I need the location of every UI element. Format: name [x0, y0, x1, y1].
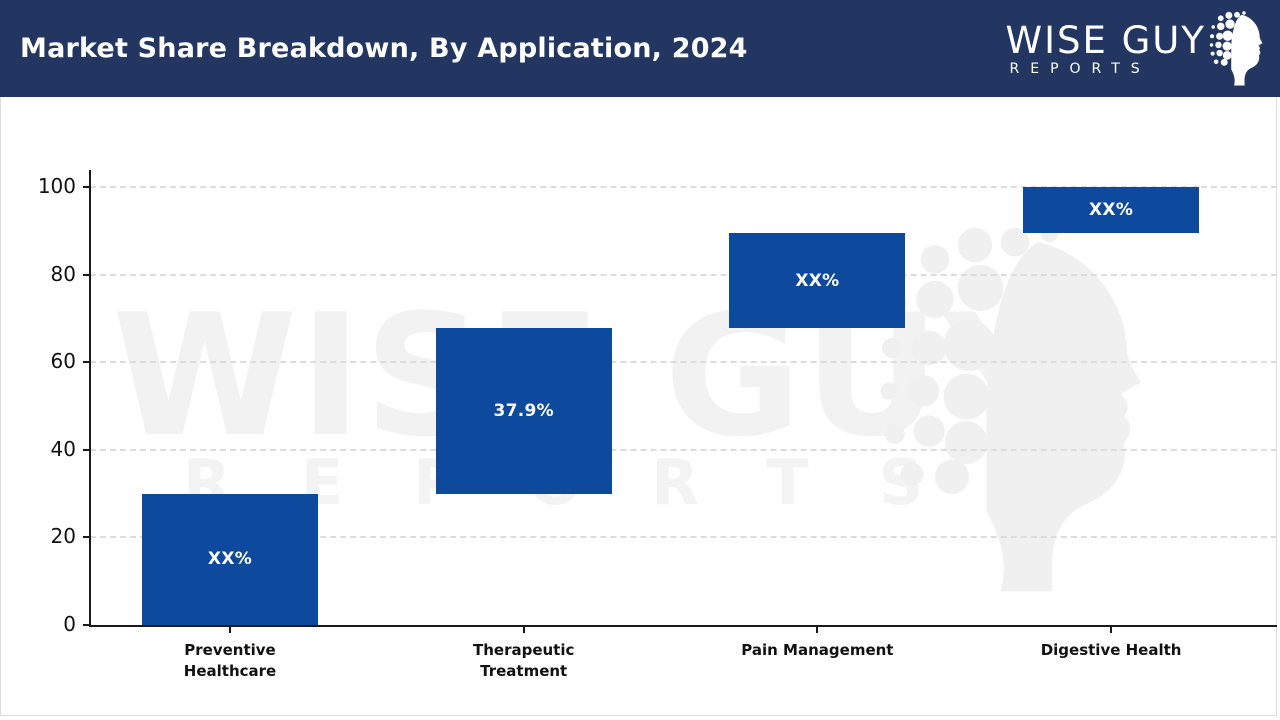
y-axis-tick: [83, 448, 90, 451]
y-axis-tick: [83, 273, 90, 276]
gridline: [90, 536, 1277, 539]
bar-segment: 37.9%: [435, 327, 612, 494]
x-axis-tick: [522, 627, 525, 633]
y-axis-tick-label: 20: [50, 524, 76, 549]
bar-value-label: XX%: [207, 549, 253, 570]
bar-segment: XX%: [729, 233, 906, 328]
watermark-head-icon: [880, 225, 1141, 592]
y-axis-tick-label: 0: [63, 612, 76, 636]
y-axis-tick: [83, 186, 90, 188]
category-label: Therapeutic Treatment: [379, 640, 669, 682]
x-axis-tick: [229, 627, 231, 633]
category-label-line: Treatment: [480, 662, 568, 680]
category-label: Pain Management: [672, 640, 962, 661]
y-axis-tick-label: 40: [50, 436, 76, 461]
category-label-line: Healthcare: [183, 662, 277, 680]
x-axis-line: [89, 625, 1277, 627]
y-axis-tick-label: 60: [50, 349, 76, 374]
brand-name: WISE GUY: [1005, 18, 1206, 62]
brand-logo: WISE GUY REPORTS: [1006, 10, 1280, 87]
gridline: [90, 186, 1277, 188]
category-label-line: Pain Management: [741, 641, 894, 659]
header-bar: Market Share Breakdown, By Application, …: [0, 0, 1280, 97]
category-label-line: Therapeutic: [472, 641, 575, 659]
y-axis-tick: [83, 361, 90, 364]
y-axis-tick: [83, 536, 90, 539]
brand-head-icon: [1209, 10, 1263, 86]
category-label: Digestive Health: [966, 640, 1256, 661]
y-axis-tick-label: 100: [37, 174, 76, 198]
y-axis-tick-label: 80: [50, 261, 76, 286]
page-title: Market Share Breakdown, By Application, …: [20, 33, 748, 64]
bar-value-label: 37.9%: [493, 400, 554, 421]
bar-value-label: XX%: [795, 270, 840, 291]
brand-subname: REPORTS: [1009, 60, 1151, 77]
x-axis-tick: [816, 627, 819, 633]
gridline: [90, 273, 1277, 276]
y-axis-tick: [83, 624, 90, 626]
bar-value-label: XX%: [1089, 200, 1134, 221]
gridline: [90, 448, 1277, 451]
bar-segment: XX%: [1023, 187, 1200, 234]
bar-segment: XX%: [142, 493, 318, 625]
x-axis-tick: [1110, 627, 1113, 633]
gridline: [90, 361, 1277, 364]
y-axis-line: [89, 170, 91, 627]
brand-logo-text: WISE GUY REPORTS: [1006, 22, 1206, 76]
category-label-line: Digestive Health: [1040, 641, 1182, 659]
category-label-line: Preventive: [184, 641, 276, 659]
category-label: Preventive Healthcare: [85, 640, 375, 682]
